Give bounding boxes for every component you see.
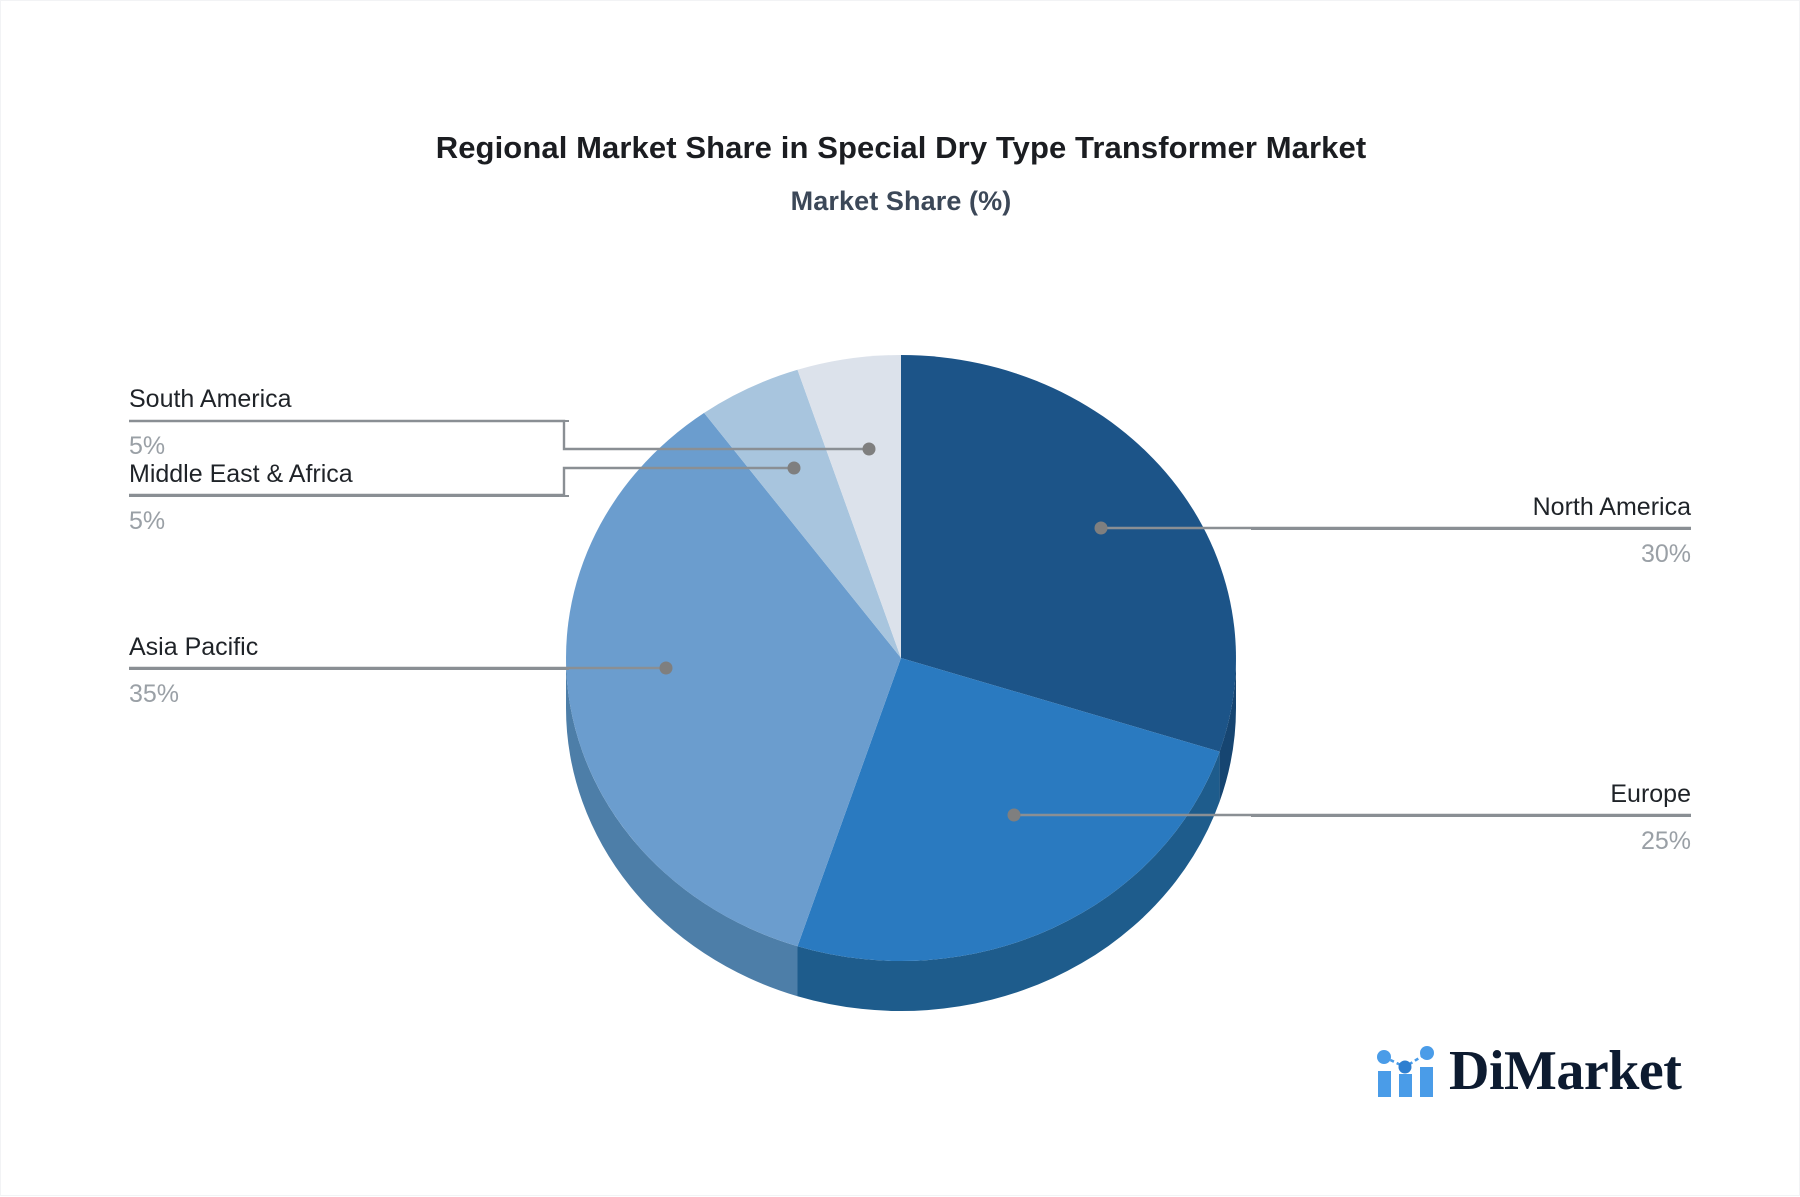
callout-value-asia-pacific: 35% [129,679,180,708]
callout-value-south-america: 5% [129,431,166,460]
pie-slice-middle-east-africa [704,369,901,658]
callout-north-america: North America 30% [1251,492,1691,569]
chart-title: Regional Market Share in Special Dry Typ… [435,130,1367,165]
leader-dot-asia-pacific [659,661,673,675]
logo-bar-middle [1399,1074,1412,1097]
callout-south-america: South America 5% [129,384,569,461]
callout-rule-europe [1251,814,1691,817]
callout-label-europe: Europe [1610,780,1691,808]
callout-label-south-america: South America [129,385,292,413]
pie-slice-north-america [901,355,1236,752]
pie-3d-sides [566,658,1236,1012]
callout-europe: Europe 25% [1251,779,1691,856]
callout-value-europe: 25% [1640,826,1691,855]
callout-label-middle-east-africa: Middle East & Africa [129,460,353,488]
brand-logo-text: DiMarket [1449,1040,1682,1102]
leader-dot-south-america [862,442,876,456]
leader-dot-europe [1007,808,1021,822]
pie-slice-south-america [797,355,901,658]
callout-label-asia-pacific: Asia Pacific [129,633,259,661]
leader-dot-north-america [1094,521,1108,535]
title-block: Regional Market Share in Special Dry Typ… [1,129,1800,218]
callout-middle-east-africa: Middle East & Africa 5% [129,459,569,536]
callout-rule-middle-east-africa [129,494,569,497]
pie-slice-europe [797,658,1220,962]
pie-slice-asia-pacific [566,412,901,947]
callout-rule-asia-pacific [129,667,569,670]
brand-logo: DiMarket [1375,1040,1682,1102]
pie-top-faces [566,355,1236,962]
chart-subtitle: Market Share (%) [790,186,1012,217]
callout-value-north-america: 30% [1640,539,1691,568]
pie-side-europe [797,751,1220,1012]
pie-side-north-america [1219,658,1236,802]
pie-side-asia-pacific [566,658,798,997]
bar-chart-logo-icon [1377,1046,1434,1097]
leader-dot-middle-east-africa [787,461,801,475]
callout-rule-south-america [129,419,569,422]
callout-asia-pacific: Asia Pacific 35% [129,632,569,709]
callout-value-middle-east-africa: 5% [129,506,166,535]
logo-bar-right [1420,1067,1433,1097]
logo-bar-left [1378,1071,1391,1097]
logo-dot-right [1420,1046,1434,1060]
callout-label-north-america: North America [1532,493,1691,521]
callout-rule-north-america [1251,527,1691,530]
logo-dot-middle [1398,1060,1412,1074]
logo-dot-left [1377,1050,1391,1064]
